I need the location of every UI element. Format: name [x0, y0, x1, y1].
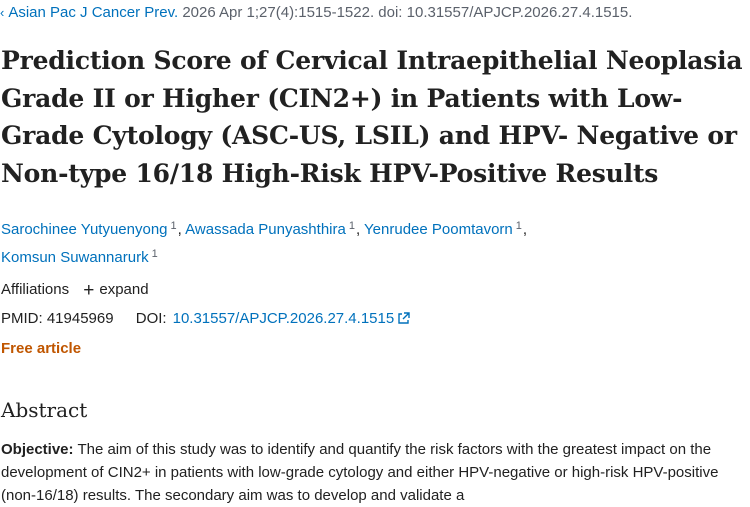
free-article-badge: Free article: [1, 340, 82, 357]
article-title: Prediction Score of Cervical Intraepithe…: [1, 46, 743, 188]
author-link[interactable]: Sarochinee Yutyuenyong: [1, 221, 168, 238]
expand-label: expand: [99, 281, 149, 298]
authors-list: Sarochinee Yutyuenyong 1, Awassada Punyas…: [1, 220, 528, 266]
citation-line: ‹ Asian Pac J Cancer Prev. 2026 Apr 1;27(…: [0, 3, 750, 23]
affiliation-ref[interactable]: 1: [170, 220, 177, 232]
journal-link[interactable]: Asian Pac J Cancer Prev.: [8, 4, 179, 21]
affiliation-ref[interactable]: 1: [151, 248, 158, 260]
doi-value: 10.31557/APJCP.2026.27.4.1515: [172, 310, 395, 327]
author-link[interactable]: Awassada Punyashthira: [185, 221, 346, 238]
objective-label: Objective:: [1, 441, 74, 458]
affiliations-row: Affiliations + expand: [1, 280, 149, 300]
abstract-heading: Abstract: [1, 398, 88, 422]
author-link[interactable]: Komsun Suwannarurk: [1, 249, 149, 266]
author-link[interactable]: Yenrudee Poomtavorn: [364, 221, 513, 238]
affiliation-ref[interactable]: 1: [348, 220, 355, 232]
chevron-left-icon: ‹: [0, 5, 5, 20]
doi-label: DOI:: [135, 310, 167, 327]
objective-text: The aim of this study was to identify an…: [1, 441, 719, 504]
abstract-objective: Objective: The aim of this study was to …: [1, 438, 749, 507]
doi-link[interactable]: 10.31557/APJCP.2026.27.4.1515: [173, 310, 411, 327]
pmid-value: 41945969: [46, 310, 114, 327]
expand-affiliations-button[interactable]: + expand: [83, 280, 149, 301]
external-link-icon: [398, 312, 410, 324]
identifiers-row: PMID: 41945969 DOI: 10.31557/APJCP.2026.2…: [1, 309, 410, 329]
affiliation-ref[interactable]: 1: [515, 220, 522, 232]
affiliations-label: Affiliations: [1, 281, 70, 298]
plus-icon: +: [83, 280, 95, 301]
pmid-label: PMID:: [1, 310, 43, 327]
citation-details: 2026 Apr 1;27(4):1515-1522. doi: 10.3155…: [182, 4, 633, 21]
